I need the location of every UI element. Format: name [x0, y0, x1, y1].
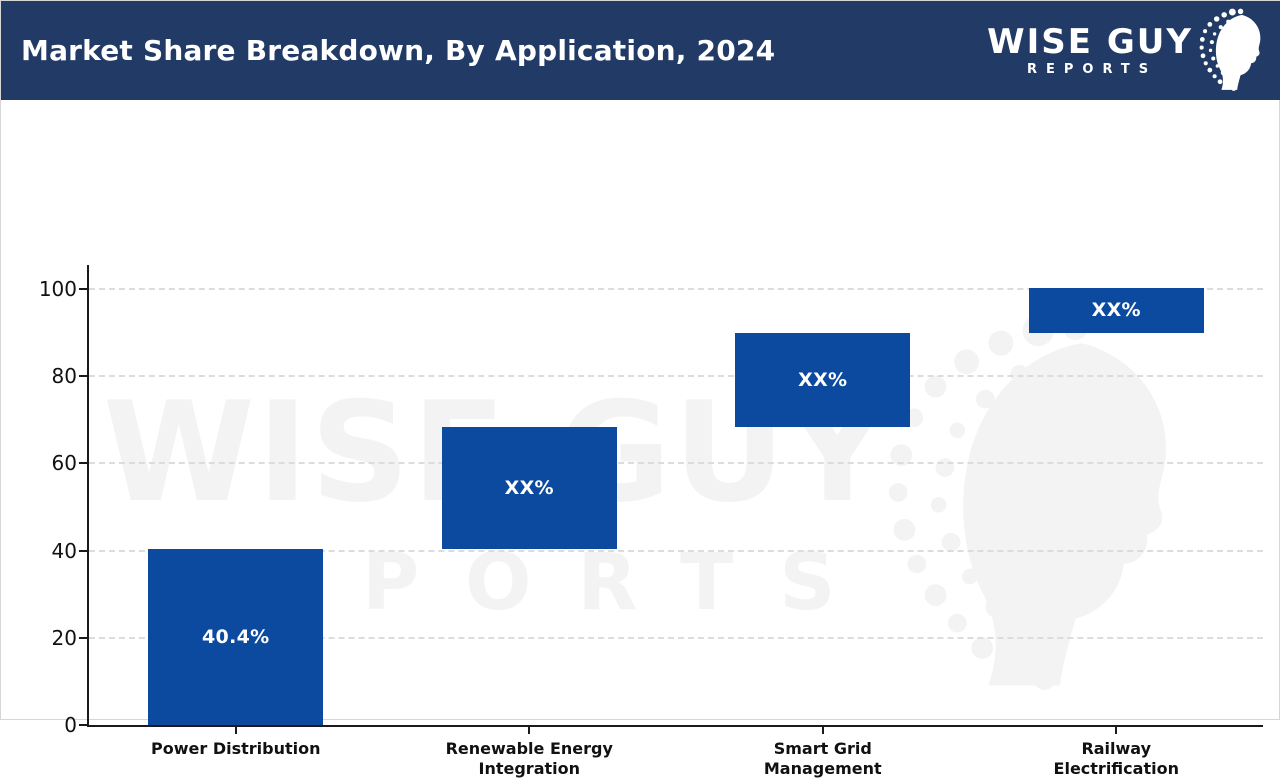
bar-2: XX%: [441, 426, 617, 549]
gridline-60: [89, 462, 1263, 465]
bar-value-label-2: XX%: [504, 476, 554, 499]
gridline-40: [89, 549, 1263, 552]
bar-value-label-3: XX%: [798, 368, 848, 391]
x-category-label-2: Renewable Energy Integration: [445, 739, 613, 778]
bar-value-label-1: 40.4%: [202, 625, 270, 648]
chart-title: Market Share Breakdown, By Application, …: [21, 34, 776, 67]
x-category-label-1: Power Distribution: [151, 739, 321, 758]
y-tick-mark-0: [79, 724, 87, 726]
y-tick-label-100: 100: [38, 276, 77, 301]
y-tick-label-40: 40: [51, 538, 77, 563]
x-category-label-4: Railway Electrification: [1053, 739, 1179, 778]
dotted-head-profile-icon: [1199, 8, 1261, 91]
bar-3: XX%: [735, 333, 911, 427]
gridline-80: [89, 375, 1263, 378]
x-category-label-3: Smart Grid Management: [763, 739, 882, 778]
x-tick-mark-4: [1115, 727, 1118, 734]
chart-area: WISE GUY REPORTS 0 20 40 60 80 100 40.4% Power …: [1, 100, 1280, 778]
logo-reports-text: REPORTS: [1027, 62, 1158, 77]
y-tick-mark-100: [79, 287, 87, 290]
y-tick-mark-60: [79, 462, 87, 465]
x-tick-mark-3: [821, 727, 824, 734]
y-tick-mark-40: [79, 549, 87, 552]
y-tick-label-60: 60: [51, 451, 77, 476]
plot-area: 0 20 40 60 80 100 40.4% Power Distribution XX% Re…: [39, 265, 1263, 778]
gridline-20: [89, 636, 1263, 639]
x-tick-mark-2: [528, 727, 531, 734]
x-axis-spine: [87, 725, 1263, 727]
x-tick-mark-1: [234, 727, 237, 734]
y-tick-mark-80: [79, 375, 87, 378]
header-banner: Market Share Breakdown, By Application, …: [1, 1, 1280, 100]
y-axis-spine: [87, 265, 89, 727]
y-tick-label-0: 0: [64, 713, 77, 737]
bar-4: XX%: [1028, 287, 1204, 334]
gridline-100: [89, 287, 1263, 290]
y-tick-label-80: 80: [51, 364, 77, 389]
logo-brand-text: WISE GUY: [987, 22, 1193, 62]
bar-value-label-4: XX%: [1091, 299, 1141, 322]
bar-1: 40.4%: [148, 548, 324, 725]
wise-guy-reports-logo: WISE GUY REPORTS: [987, 8, 1267, 94]
y-tick-mark-20: [79, 636, 87, 639]
y-tick-label-20: 20: [51, 625, 77, 650]
